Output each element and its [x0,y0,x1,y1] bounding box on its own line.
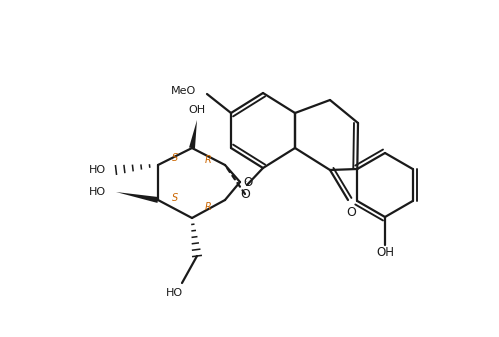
Text: O: O [246,182,247,183]
Text: O: O [244,177,252,189]
Text: O: O [346,206,356,218]
Text: OH: OH [189,105,206,115]
Text: HO: HO [89,187,106,197]
Text: R: R [205,155,212,165]
Text: MeO: MeO [171,86,196,96]
Text: O: O [240,187,250,201]
Text: HO: HO [89,165,106,175]
Polygon shape [189,120,197,149]
Text: HO: HO [166,288,183,298]
Text: R: R [205,202,212,212]
Text: S: S [172,153,178,163]
Polygon shape [116,192,159,203]
Text: OH: OH [376,246,394,259]
Text: S: S [172,193,178,203]
